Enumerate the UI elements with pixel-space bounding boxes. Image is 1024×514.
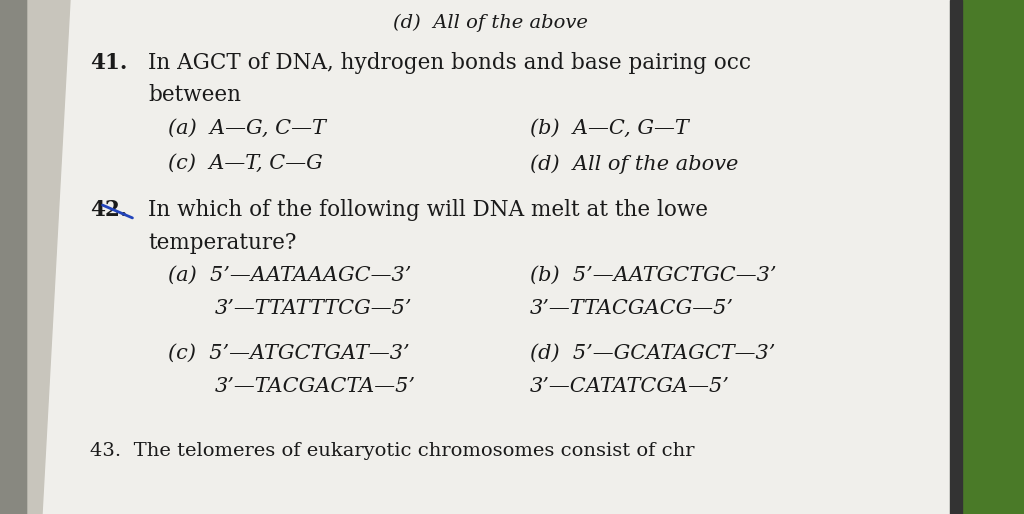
Text: In which of the following will DNA melt at the lowe: In which of the following will DNA melt … [148, 199, 708, 221]
Text: 3’—TTATTTCG—5’: 3’—TTATTTCG—5’ [215, 299, 413, 318]
Bar [950, 0, 962, 514]
Text: (b)  A—C, G—T: (b) A—C, G—T [530, 119, 689, 138]
Text: between: between [148, 84, 241, 106]
Text: 43.  The telomeres of eukaryotic chromosomes consist of chr: 43. The telomeres of eukaryotic chromoso… [90, 442, 694, 460]
Text: (a)  5’—AATAAAGC—3’: (a) 5’—AATAAAGC—3’ [168, 266, 412, 285]
Text: 41.: 41. [90, 52, 127, 74]
Text: 3’—CATATCGA—5’: 3’—CATATCGA—5’ [530, 377, 730, 396]
Text: 3’—TTACGACG—5’: 3’—TTACGACG—5’ [530, 299, 734, 318]
Text: In AGCT of DNA, hydrogen bonds and base pairing occ: In AGCT of DNA, hydrogen bonds and base … [148, 52, 751, 74]
Text: 42.: 42. [90, 199, 127, 221]
Text: (c)  A—T, C—G: (c) A—T, C—G [168, 154, 323, 173]
Text: (c)  5’—ATGCTGAT—3’: (c) 5’—ATGCTGAT—3’ [168, 344, 410, 363]
Text: (b)  5’—AATGCTGC—3’: (b) 5’—AATGCTGC—3’ [530, 266, 776, 285]
Bar [958, 0, 1024, 514]
Text: (d)  5’—GCATAGCT—3’: (d) 5’—GCATAGCT—3’ [530, 344, 775, 363]
Text: temperature?: temperature? [148, 232, 296, 254]
Polygon shape [28, 0, 70, 514]
Text: (d)  All of the above: (d) All of the above [530, 154, 738, 174]
Polygon shape [0, 0, 55, 514]
Text: (d)  All of the above: (d) All of the above [392, 14, 588, 32]
Text: 3’—TACGACTA—5’: 3’—TACGACTA—5’ [215, 377, 416, 396]
Text: (a)  A—G, C—T: (a) A—G, C—T [168, 119, 326, 138]
